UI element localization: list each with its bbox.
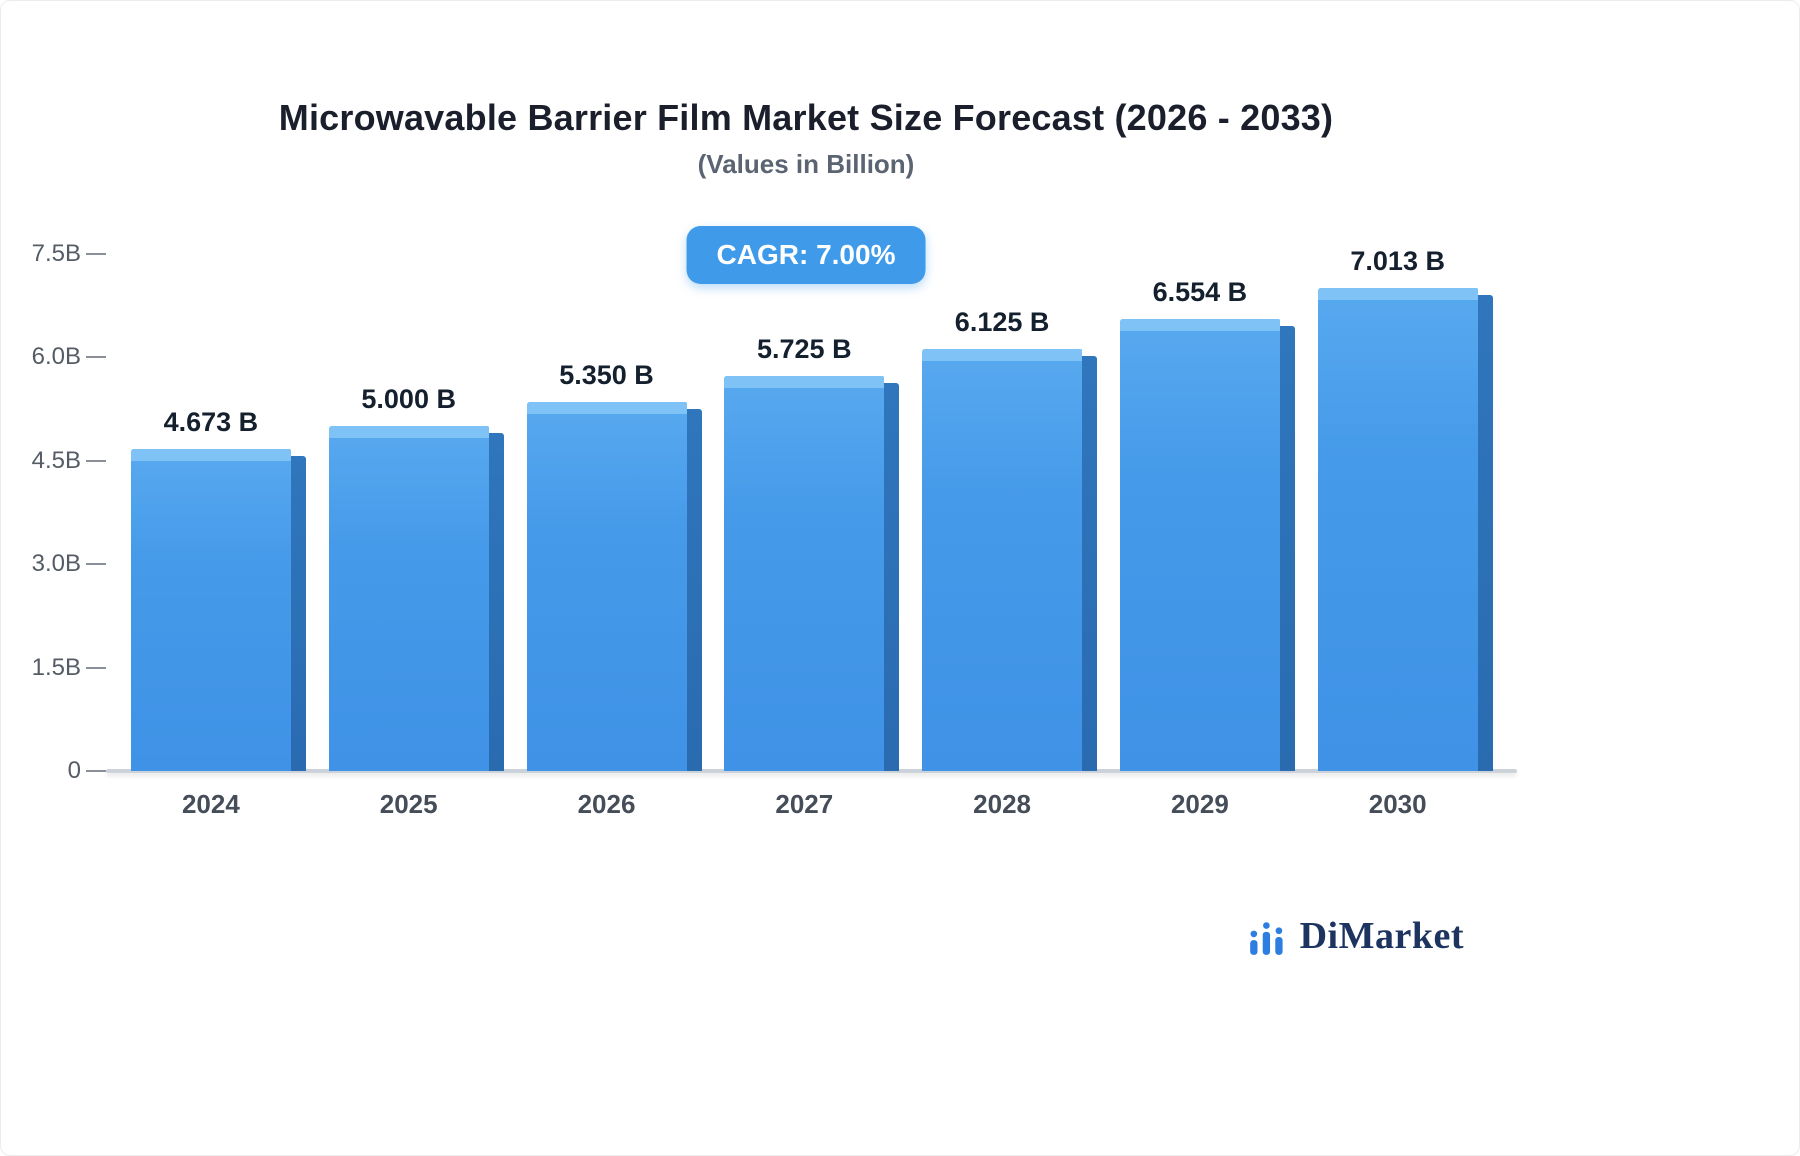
bar-value-label: 4.673 B xyxy=(163,407,259,437)
x-axis-tick-label: 2024 xyxy=(181,789,240,819)
bar-3d-top xyxy=(1318,288,1478,300)
bar-3d-side xyxy=(687,409,702,771)
bar-2025 xyxy=(329,426,504,771)
x-axis-tick-label: 2029 xyxy=(1170,789,1229,819)
bar-3d-top xyxy=(131,449,291,461)
logo-bars-icon xyxy=(1246,913,1292,959)
bar-2029 xyxy=(1120,319,1295,771)
bar-2028 xyxy=(922,349,1097,771)
y-axis-tick-mark xyxy=(86,356,106,359)
y-axis-tick-label: 1.5B xyxy=(31,653,81,681)
y-axis-tick-mark xyxy=(86,666,106,669)
x-axis-tick-label: 2026 xyxy=(577,789,636,819)
cagr-badge: CAGR: 7.00% xyxy=(686,226,926,284)
bar-face xyxy=(329,426,489,771)
bar-value-label: 5.000 B xyxy=(361,384,456,414)
bar-3d-top xyxy=(527,402,687,414)
bar-2026 xyxy=(527,402,702,771)
x-axis-tick-label: 2028 xyxy=(973,789,1032,819)
bar-face xyxy=(1318,288,1478,771)
bar-face xyxy=(922,349,1082,771)
bar-3d-side xyxy=(489,433,504,771)
dimarket-logo: DiMarket xyxy=(1246,913,1464,959)
bar-value-label: 7.013 B xyxy=(1350,246,1445,276)
bar-3d-side xyxy=(1478,295,1493,771)
bar-value-label: 5.725 B xyxy=(757,334,852,364)
chart-title: Microwavable Barrier Film Market Size Fo… xyxy=(278,97,1334,138)
x-axis-tick-label: 2025 xyxy=(379,789,438,819)
x-axis-baseline xyxy=(106,769,1517,773)
x-axis-tick-label: 2030 xyxy=(1368,789,1427,819)
x-axis-tick-label: 2027 xyxy=(775,789,834,819)
y-axis-tick-mark xyxy=(86,563,106,566)
bar-3d-side xyxy=(291,456,306,771)
bar-face xyxy=(724,376,884,771)
y-axis-tick-mark xyxy=(86,253,106,255)
bar-3d-side xyxy=(884,383,899,771)
bar-2024 xyxy=(131,449,306,771)
bar-3d-top xyxy=(922,349,1082,361)
bar-3d-top xyxy=(724,376,884,388)
bar-3d-side xyxy=(1280,326,1295,771)
chart-subtitle: (Values in Billion) xyxy=(697,149,915,179)
bar-2027 xyxy=(724,376,899,771)
logo-text: DiMarket xyxy=(1299,915,1464,957)
y-axis-tick-label: 7.5B xyxy=(31,240,81,267)
y-axis-tick-mark xyxy=(86,459,106,462)
y-axis-tick-label: 4.5B xyxy=(31,446,81,474)
bar-face xyxy=(527,402,687,771)
bar-3d-top xyxy=(1120,319,1280,331)
bar-value-label: 6.125 B xyxy=(954,307,1050,337)
y-axis-tick-label: 0 xyxy=(67,757,81,784)
bar-value-label: 6.554 B xyxy=(1152,277,1248,307)
bar-face xyxy=(131,449,291,771)
y-axis-tick-label: 3.0B xyxy=(31,550,81,578)
bar-2030 xyxy=(1318,288,1493,771)
y-axis-tick-label: 6.0B xyxy=(31,343,81,371)
y-axis-tick-mark xyxy=(86,770,106,772)
bar-value-label: 5.350 B xyxy=(559,360,654,390)
bar-face xyxy=(1120,319,1280,771)
bar-3d-side xyxy=(1082,356,1097,771)
bar-3d-top xyxy=(329,426,489,438)
